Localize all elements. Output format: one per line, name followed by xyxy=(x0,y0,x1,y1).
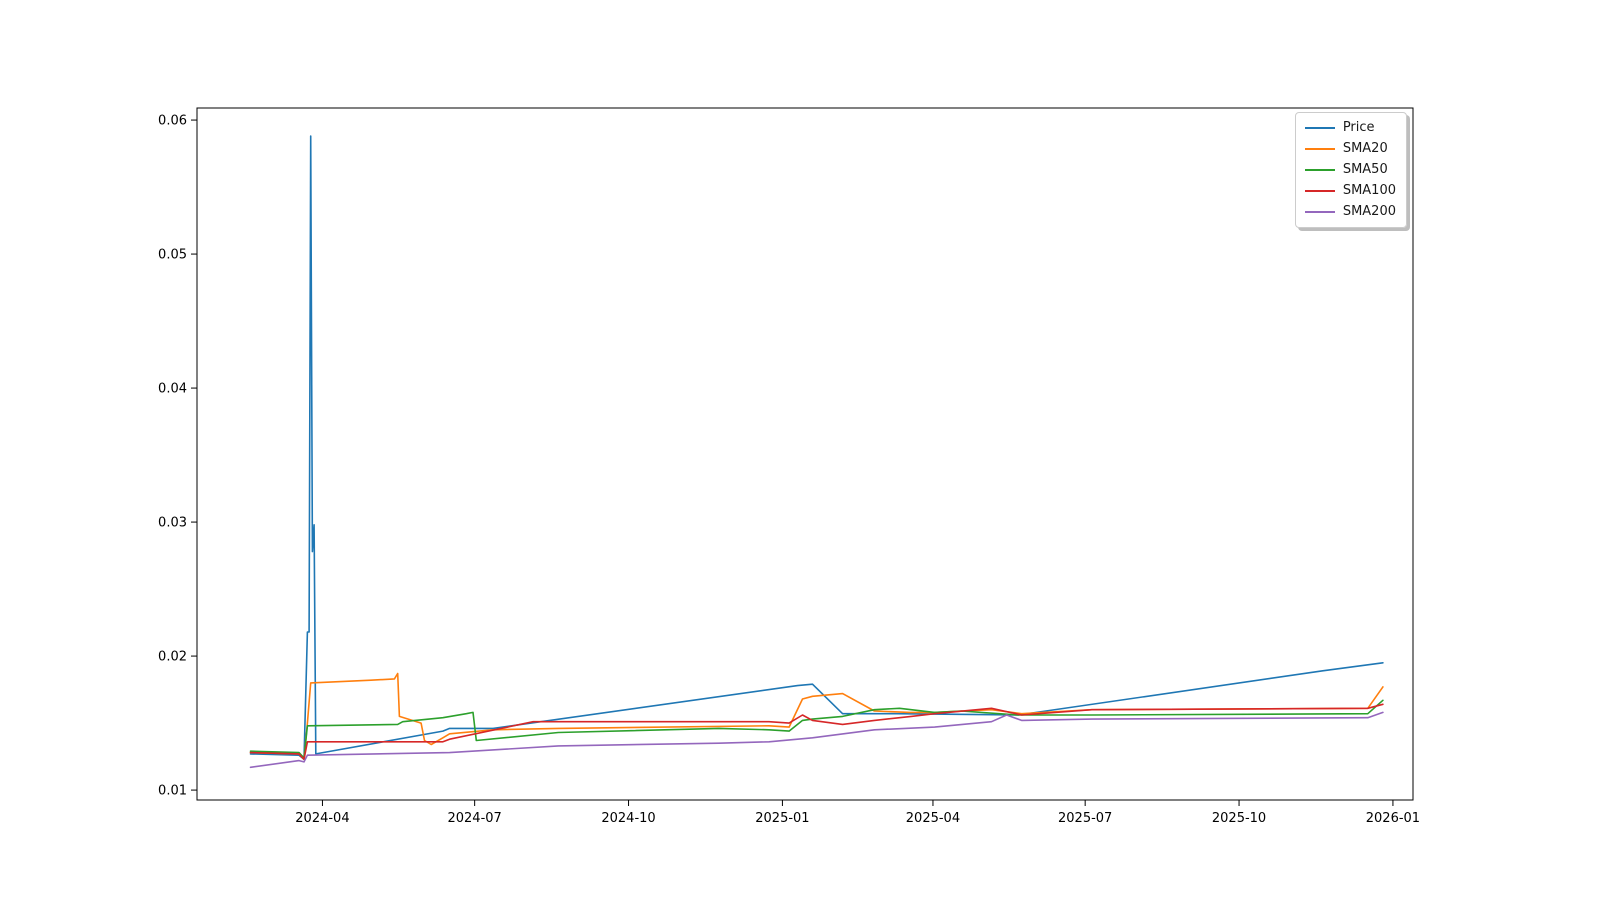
legend-item: SMA20 xyxy=(1304,141,1396,157)
x-tick-label: 2024-10 xyxy=(601,811,655,826)
x-tick-label: 2024-07 xyxy=(447,811,501,826)
y-tick-label: 0.01 xyxy=(158,784,187,799)
legend: Price SMA20 SMA50 SMA100 SMA200 xyxy=(1294,112,1407,228)
legend-label: SMA50 xyxy=(1342,162,1388,177)
legend-item: SMA100 xyxy=(1304,183,1396,199)
legend-line-swatch xyxy=(1304,148,1335,150)
legend-line-swatch xyxy=(1304,127,1335,129)
y-tick-label: 0.02 xyxy=(158,650,187,665)
legend-item: SMA200 xyxy=(1304,204,1396,220)
x-tick-label: 2024-04 xyxy=(295,811,349,826)
legend-line-swatch xyxy=(1304,169,1335,171)
legend-item: Price xyxy=(1304,120,1396,136)
x-tick-label: 2025-01 xyxy=(755,811,809,826)
series-line-SMA100 xyxy=(249,703,1384,761)
series-line-Price xyxy=(249,135,1384,761)
x-tick-label: 2026-01 xyxy=(1366,811,1420,826)
legend-label: SMA100 xyxy=(1342,183,1396,198)
legend-line-swatch xyxy=(1304,190,1335,192)
y-tick-label: 0.04 xyxy=(158,382,187,397)
x-tick-label: 2025-07 xyxy=(1058,811,1112,826)
axes-spines xyxy=(196,107,1414,801)
legend-label: SMA200 xyxy=(1342,204,1396,219)
legend-line-swatch xyxy=(1304,211,1335,213)
x-tick-label: 2025-04 xyxy=(906,811,960,826)
legend-label: Price xyxy=(1342,120,1375,135)
series-line-SMA200 xyxy=(249,711,1384,769)
y-tick-label: 0.06 xyxy=(158,114,187,129)
y-tick-label: 0.03 xyxy=(158,516,187,531)
legend-item: SMA50 xyxy=(1304,162,1396,178)
y-tick-label: 0.05 xyxy=(158,248,187,263)
legend-label: SMA20 xyxy=(1342,141,1388,156)
x-tick-label: 2025-10 xyxy=(1212,811,1266,826)
